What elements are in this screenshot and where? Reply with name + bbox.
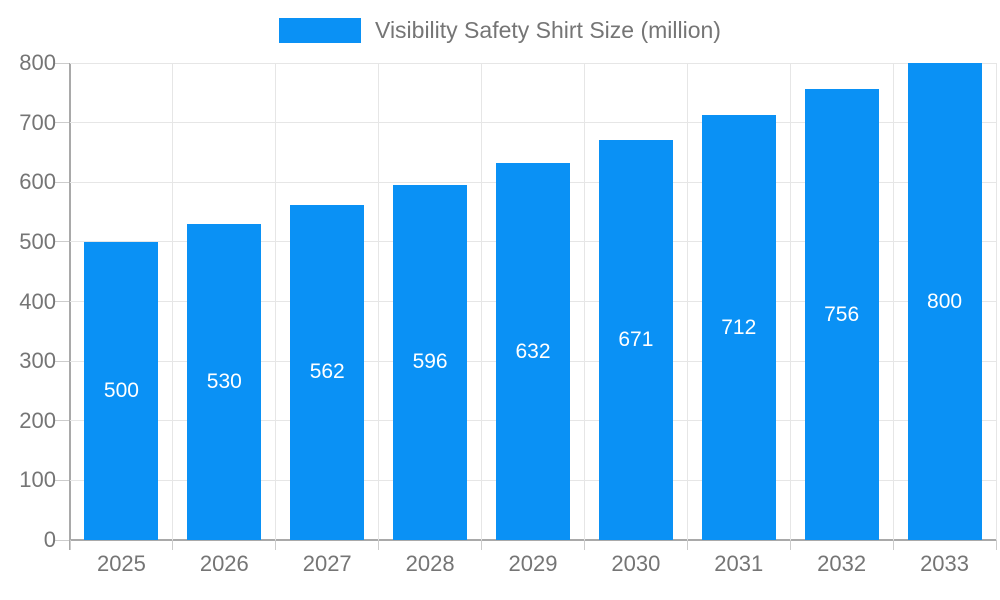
x-axis-tick-label: 2031 bbox=[714, 551, 764, 576]
x-axis-tick bbox=[892, 540, 894, 550]
bar-value-label: 596 bbox=[412, 350, 448, 374]
bar bbox=[598, 139, 673, 540]
y-axis-tick-label: 600 bbox=[19, 169, 56, 195]
x-axis-tick bbox=[686, 540, 688, 550]
gridline-horizontal bbox=[70, 62, 996, 64]
bar-value-label: 800 bbox=[927, 289, 963, 313]
gridline-horizontal bbox=[70, 122, 996, 124]
bar-value-label: 712 bbox=[721, 315, 757, 339]
legend: Visibility Safety Shirt Size (million) bbox=[0, 18, 1000, 43]
x-axis-tick-label: 2032 bbox=[817, 551, 867, 576]
y-axis-tick-label: 300 bbox=[19, 348, 56, 374]
y-axis-tick-label: 400 bbox=[19, 288, 56, 314]
legend-label: Visibility Safety Shirt Size (million) bbox=[375, 17, 721, 43]
x-axis-tick-label: 2027 bbox=[302, 551, 352, 576]
x-axis-tick bbox=[172, 540, 174, 550]
x-axis-tick-label: 2028 bbox=[405, 551, 455, 576]
x-axis-tick bbox=[995, 540, 997, 550]
y-axis-tick bbox=[55, 420, 69, 422]
gridline-vertical bbox=[583, 63, 585, 540]
x-axis-tick bbox=[378, 540, 380, 550]
x-axis-tick-label: 2033 bbox=[920, 551, 970, 576]
y-axis-tick bbox=[55, 479, 69, 481]
y-axis-tick-label: 0 bbox=[43, 527, 56, 552]
bar bbox=[84, 241, 159, 540]
gridline-vertical bbox=[481, 63, 483, 540]
legend-swatch bbox=[279, 18, 362, 43]
gridline-vertical bbox=[789, 63, 791, 540]
bar bbox=[187, 223, 262, 540]
x-axis-tick bbox=[789, 540, 791, 550]
x-axis-line bbox=[70, 539, 996, 541]
x-axis-tick bbox=[481, 540, 483, 550]
y-axis-tick bbox=[55, 181, 69, 183]
x-axis-tick-label: 2025 bbox=[96, 551, 146, 576]
bar bbox=[804, 89, 879, 540]
y-axis-tick-label: 200 bbox=[19, 407, 56, 433]
gridline-vertical bbox=[892, 63, 894, 540]
gridline-vertical bbox=[172, 63, 174, 540]
gridline-vertical bbox=[995, 63, 997, 540]
y-axis-tick-label: 700 bbox=[19, 109, 56, 135]
x-axis-tick bbox=[583, 540, 585, 550]
y-axis-tick bbox=[55, 539, 69, 541]
y-axis-tick bbox=[55, 62, 69, 64]
y-axis-tick-label: 500 bbox=[19, 228, 56, 254]
bar-value-label: 671 bbox=[618, 327, 654, 351]
bar-value-label: 632 bbox=[515, 339, 551, 363]
bar-value-label: 530 bbox=[206, 369, 242, 393]
bar bbox=[393, 184, 468, 540]
bar bbox=[907, 63, 982, 540]
x-axis-tick bbox=[275, 540, 277, 550]
y-axis-tick-label: 100 bbox=[19, 467, 56, 493]
bar bbox=[701, 115, 776, 540]
bar bbox=[290, 204, 365, 540]
gridline-vertical bbox=[275, 63, 277, 540]
x-axis-tick bbox=[69, 540, 71, 550]
bar-value-label: 562 bbox=[309, 360, 345, 384]
x-axis-tick-label: 2029 bbox=[508, 551, 558, 576]
bar bbox=[496, 163, 570, 540]
bar-value-label: 500 bbox=[103, 378, 139, 402]
y-axis-tick-label: 800 bbox=[19, 50, 56, 75]
plot-area: 0 100 200 300 400 500 600 700 800 500 2025 530 2026 5… bbox=[19, 51, 997, 576]
bar-value-label: 756 bbox=[824, 302, 860, 326]
x-axis-tick-label: 2030 bbox=[611, 551, 661, 576]
gridline-vertical bbox=[378, 63, 380, 540]
y-axis-tick bbox=[55, 122, 69, 124]
y-axis-line bbox=[69, 63, 71, 550]
gridline-vertical bbox=[686, 63, 688, 540]
y-axis-tick bbox=[55, 241, 69, 243]
x-axis-tick-label: 2026 bbox=[199, 551, 249, 576]
y-axis-tick bbox=[55, 360, 69, 362]
y-axis-tick bbox=[55, 301, 69, 302]
